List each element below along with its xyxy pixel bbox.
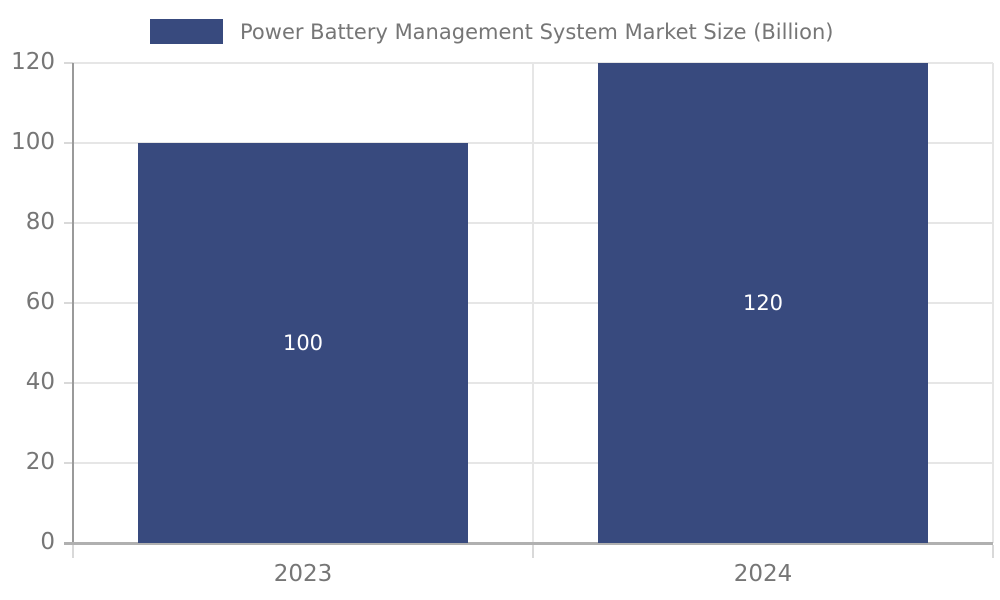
bar-2024[interactable] bbox=[598, 63, 928, 543]
plot-area: 0 20 40 60 80 100 120 100 2023 120 2024 bbox=[11, 49, 994, 587]
y-tick-label: 40 bbox=[25, 369, 55, 395]
legend-swatch bbox=[150, 19, 223, 44]
y-axis-tick bbox=[64, 222, 73, 224]
y-tick-label: 60 bbox=[25, 289, 55, 315]
gridline-vertical bbox=[992, 63, 994, 543]
y-tick-label: 120 bbox=[11, 49, 55, 75]
gridline-vertical bbox=[532, 63, 534, 543]
y-axis-tick bbox=[64, 382, 73, 384]
x-tick-label: 2024 bbox=[733, 561, 793, 587]
x-axis-line bbox=[64, 542, 993, 545]
bar-2023[interactable] bbox=[138, 143, 468, 543]
y-axis-line bbox=[72, 63, 74, 543]
y-axis-tick bbox=[64, 462, 73, 464]
x-axis-tick bbox=[532, 545, 534, 558]
x-axis-tick bbox=[72, 545, 74, 558]
legend-item[interactable]: Power Battery Management System Market S… bbox=[150, 19, 834, 44]
x-axis-tick bbox=[992, 545, 994, 558]
legend-label: Power Battery Management System Market S… bbox=[240, 19, 834, 44]
y-tick-label: 80 bbox=[25, 209, 55, 235]
y-tick-label: 100 bbox=[11, 129, 55, 155]
y-tick-label: 0 bbox=[40, 529, 55, 555]
y-axis-tick bbox=[64, 62, 73, 64]
y-axis-tick bbox=[64, 302, 73, 304]
y-axis-tick bbox=[64, 142, 73, 144]
x-tick-label: 2023 bbox=[273, 561, 333, 587]
y-tick-label: 20 bbox=[25, 449, 55, 475]
